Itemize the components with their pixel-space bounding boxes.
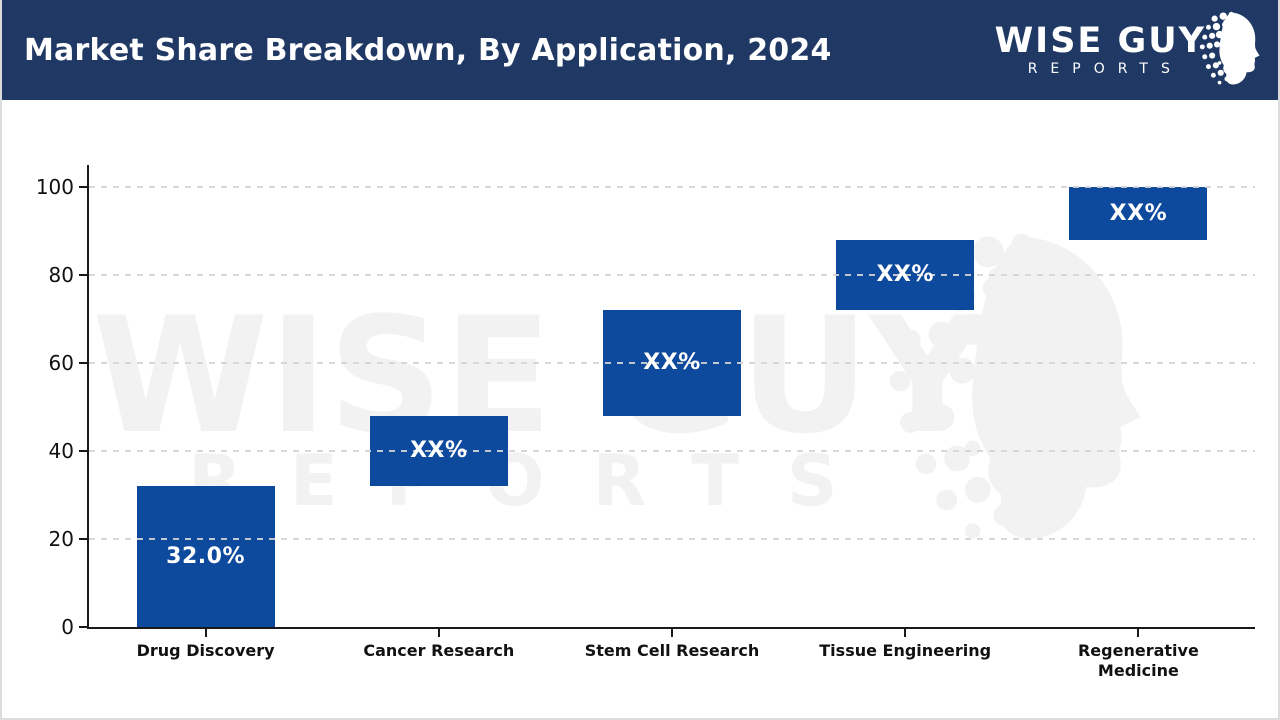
bar-regenerative-medicine <box>1069 187 1208 240</box>
x-category-label: Cancer Research <box>363 641 515 660</box>
x-tick-mark <box>204 629 207 637</box>
logo-wordmark: WISE GUY <box>994 21 1206 61</box>
gridline <box>89 362 1255 364</box>
x-category-label: Tissue Engineering <box>819 641 992 660</box>
y-tick-label: 80 <box>48 263 74 287</box>
watermark-reports-text: REPORTS <box>188 440 886 522</box>
y-tick-mark <box>79 450 87 452</box>
logo-text-block: WISE GUY REPORTS <box>994 21 1206 77</box>
y-tick-label: 100 <box>35 175 74 199</box>
bar-drug-discovery <box>136 486 275 627</box>
x-category-label: Stem Cell Research <box>584 641 760 660</box>
wiseguy-logo: WISE GUY REPORTS <box>995 8 1264 92</box>
x-tick-mark <box>437 629 440 637</box>
y-tick-label: 20 <box>48 527 74 551</box>
y-tick-mark <box>79 186 87 188</box>
x-category-label: Drug Discovery <box>136 641 275 660</box>
logo-face-icon <box>1199 11 1260 85</box>
watermark-wordmark: WISE GUY <box>92 282 986 469</box>
y-tick-mark <box>79 274 87 276</box>
y-axis-spine <box>87 165 89 629</box>
logo-reports-text: REPORTS <box>1027 61 1183 77</box>
x-axis-spine <box>87 627 1255 629</box>
y-tick-label: 0 <box>61 615 74 639</box>
y-tick-label: 60 <box>48 351 74 375</box>
gridline <box>89 186 1255 188</box>
bar-value-label: XX% <box>643 350 701 376</box>
gridline <box>89 274 1255 276</box>
bar-value-label: XX% <box>876 262 934 288</box>
bar-value-label: 32.0% <box>166 544 245 570</box>
y-tick-mark <box>79 626 87 628</box>
y-tick-label: 40 <box>48 439 74 463</box>
x-tick-mark <box>1137 629 1140 637</box>
header-bar: Market Share Breakdown, By Application, … <box>2 0 1278 100</box>
gridline <box>89 538 1255 540</box>
chart-title: Market Share Breakdown, By Application, … <box>24 32 832 68</box>
y-tick-mark <box>79 538 87 540</box>
bar-value-label: XX% <box>410 438 468 464</box>
bar-value-label: XX% <box>1109 200 1168 226</box>
x-tick-mark <box>671 629 673 637</box>
x-category-label: Regenerative Medicine <box>1077 641 1199 680</box>
y-tick-mark <box>79 362 87 364</box>
gridline <box>89 450 1255 452</box>
x-tick-mark <box>904 629 907 637</box>
